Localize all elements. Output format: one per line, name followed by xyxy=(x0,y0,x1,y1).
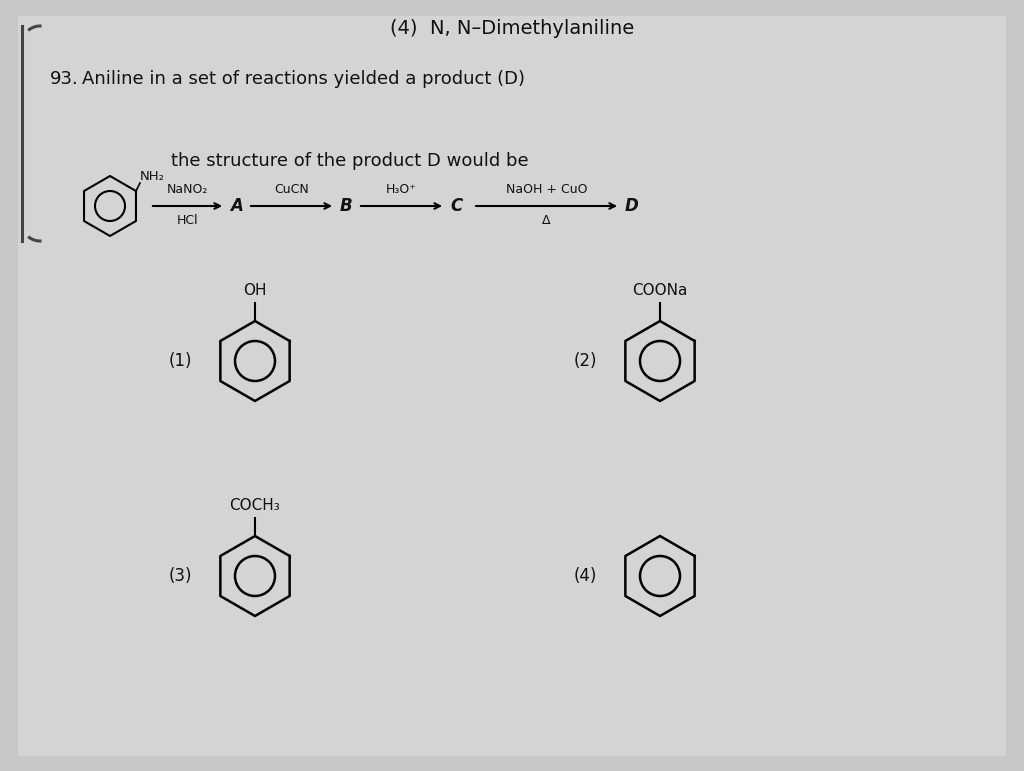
Text: Δ: Δ xyxy=(543,214,551,227)
Text: HCl: HCl xyxy=(177,214,199,227)
Text: (3): (3) xyxy=(168,567,191,585)
Text: C: C xyxy=(450,197,462,215)
Text: H₃O⁺: H₃O⁺ xyxy=(386,183,417,197)
Text: A: A xyxy=(230,197,243,215)
Text: 93.: 93. xyxy=(50,70,79,88)
Text: OH: OH xyxy=(244,283,266,298)
Text: (4): (4) xyxy=(573,567,597,585)
Text: the structure of the product D would be: the structure of the product D would be xyxy=(171,152,528,170)
Text: NaOH + CuO: NaOH + CuO xyxy=(506,183,587,197)
Text: (4)  N, N–Dimethylaniline: (4) N, N–Dimethylaniline xyxy=(390,19,634,39)
Text: B: B xyxy=(340,197,352,215)
Text: (1): (1) xyxy=(168,352,191,370)
FancyBboxPatch shape xyxy=(18,16,1006,756)
Text: CuCN: CuCN xyxy=(274,183,309,197)
Text: NaNO₂: NaNO₂ xyxy=(167,183,208,197)
Text: COCH₃: COCH₃ xyxy=(229,498,281,513)
Text: Aniline in a set of reactions yielded a product (D): Aniline in a set of reactions yielded a … xyxy=(82,70,525,88)
Text: (2): (2) xyxy=(573,352,597,370)
Text: COONa: COONa xyxy=(632,283,688,298)
Text: D: D xyxy=(625,197,639,215)
FancyBboxPatch shape xyxy=(8,8,1016,763)
Text: NH₂: NH₂ xyxy=(140,170,165,183)
